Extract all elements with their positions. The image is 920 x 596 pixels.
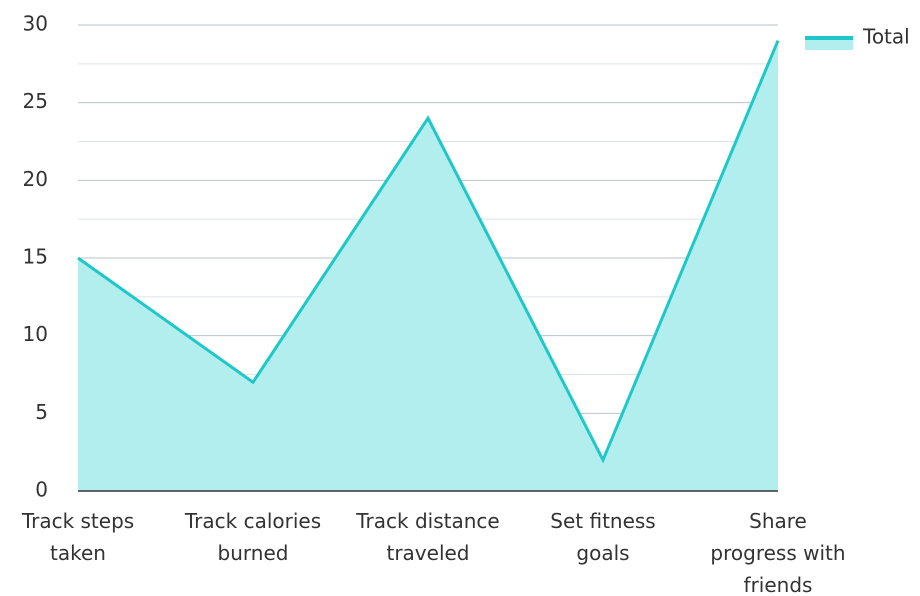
y-tick-label: 0 xyxy=(35,478,48,502)
x-tick-label: Set fitness goals xyxy=(550,509,655,565)
area-line xyxy=(77,39,780,464)
x-tick-label: Track distance traveled xyxy=(355,509,499,565)
y-tick-label: 10 xyxy=(23,322,48,346)
y-tick-label: 20 xyxy=(23,167,48,191)
y-tick-label: 5 xyxy=(35,400,48,424)
y-tick-label: 15 xyxy=(23,245,48,269)
legend-swatch xyxy=(805,38,853,50)
x-tick-label: Track calories burned xyxy=(184,509,321,565)
y-tick-label: 30 xyxy=(23,12,48,36)
y-tick-label: 25 xyxy=(23,89,48,113)
x-tick-label: Share progress with friends xyxy=(710,509,845,596)
legend-label: Total xyxy=(862,25,910,49)
x-tick-label: Track steps taken xyxy=(21,509,134,565)
area-fill xyxy=(78,40,778,492)
